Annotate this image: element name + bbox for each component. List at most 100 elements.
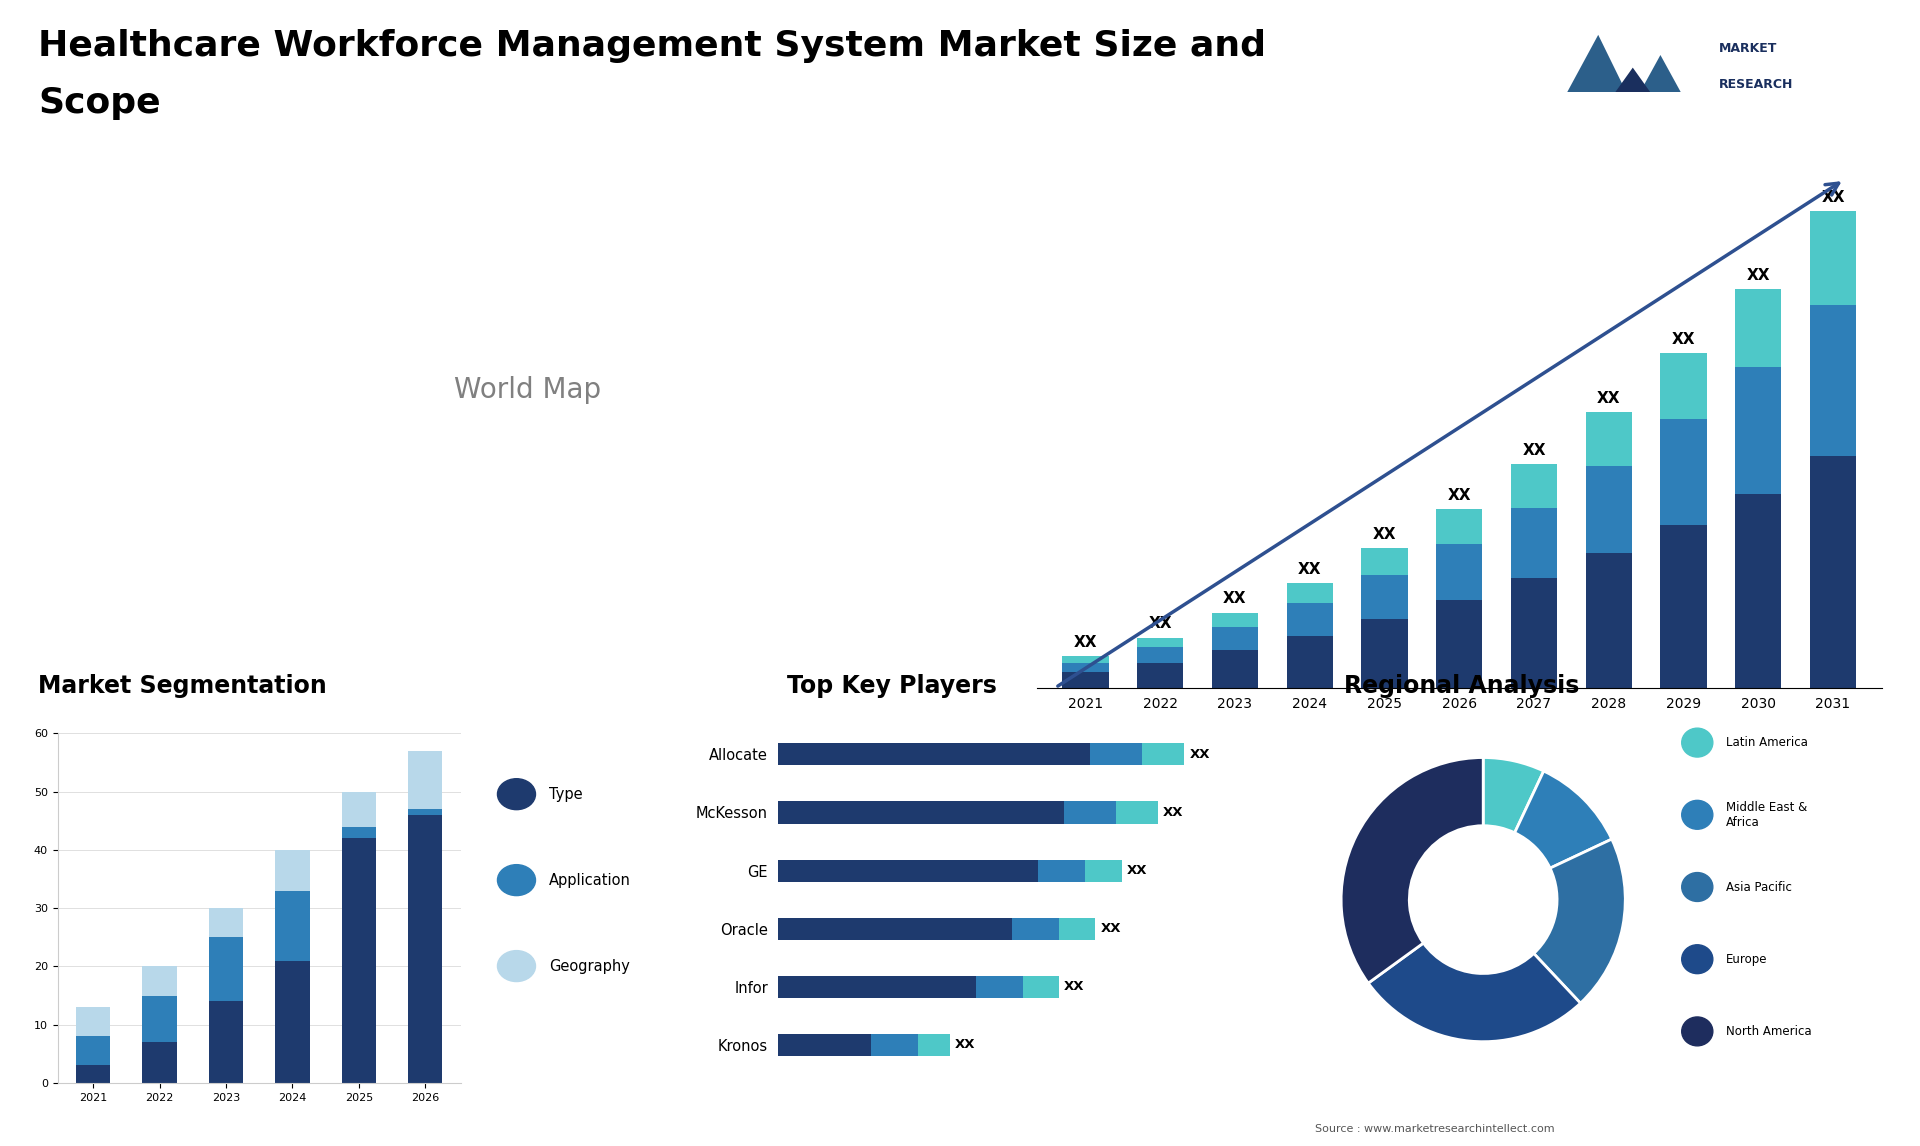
Bar (209, 937, 244, 1002)
Text: XX: XX (1523, 442, 1546, 458)
Text: RESEARCH: RESEARCH (1718, 78, 1793, 91)
Bar (1586, 465, 1632, 554)
Bar (778, 744, 1091, 766)
Bar (1511, 508, 1557, 579)
Bar (1286, 583, 1332, 603)
Text: XX: XX (1164, 806, 1185, 819)
Bar (1085, 860, 1121, 881)
Wedge shape (1534, 839, 1624, 1003)
Wedge shape (1482, 758, 1544, 833)
Bar (142, 966, 177, 996)
Bar (1286, 636, 1332, 688)
Circle shape (1682, 800, 1713, 830)
Text: XX: XX (1127, 864, 1148, 877)
Bar (1511, 579, 1557, 688)
Bar (778, 860, 1039, 881)
Bar (1661, 353, 1707, 418)
Text: Middle East &
Africa: Middle East & Africa (1726, 801, 1807, 829)
Bar (342, 792, 376, 826)
Bar (77, 1066, 111, 1083)
Bar (1661, 525, 1707, 688)
Bar (1062, 657, 1108, 662)
Text: XX: XX (1373, 527, 1396, 542)
Text: XX: XX (954, 1038, 975, 1051)
Text: North America: North America (1726, 1025, 1812, 1038)
Bar (778, 801, 1064, 824)
Polygon shape (1588, 68, 1678, 131)
Bar (1212, 613, 1258, 627)
Bar (975, 975, 1023, 998)
Text: XX: XX (1100, 923, 1121, 935)
Circle shape (1682, 944, 1713, 974)
Bar (1039, 860, 1085, 881)
Bar (1811, 456, 1857, 688)
Bar (275, 890, 309, 960)
Circle shape (497, 779, 536, 809)
Bar (1064, 801, 1116, 824)
Text: Asia Pacific: Asia Pacific (1726, 880, 1791, 894)
Text: XX: XX (1298, 562, 1321, 576)
Text: XX: XX (1822, 189, 1845, 205)
Text: Type: Type (549, 786, 584, 802)
Text: Europe: Europe (1726, 952, 1768, 966)
Bar (1361, 575, 1407, 619)
Text: Healthcare Workforce Management System Market Size and: Healthcare Workforce Management System M… (38, 29, 1267, 63)
Text: Geography: Geography (549, 958, 630, 974)
Bar (1436, 601, 1482, 688)
Bar (1586, 554, 1632, 688)
Bar (342, 826, 376, 839)
Text: XX: XX (1597, 391, 1620, 406)
Bar (872, 1034, 918, 1055)
Text: XX: XX (1747, 268, 1770, 283)
Bar (1062, 662, 1108, 672)
Bar (342, 839, 376, 1083)
Text: XX: XX (1064, 980, 1085, 994)
Bar (1436, 544, 1482, 601)
Bar (275, 960, 309, 1083)
Bar (1137, 637, 1183, 647)
Text: XX: XX (1148, 617, 1171, 631)
Text: Application: Application (549, 872, 632, 888)
Bar (1091, 744, 1142, 766)
Bar (1212, 650, 1258, 688)
Text: Scope: Scope (38, 86, 161, 120)
Bar (778, 975, 975, 998)
Bar (1060, 918, 1096, 940)
Bar (407, 815, 442, 1083)
Bar (142, 996, 177, 1042)
Bar (1023, 975, 1060, 998)
Text: Regional Analysis: Regional Analysis (1344, 674, 1580, 698)
Polygon shape (1546, 34, 1701, 131)
Circle shape (1682, 728, 1713, 758)
Text: XX: XX (1223, 591, 1246, 606)
Text: Source : www.marketresearchintellect.com: Source : www.marketresearchintellect.com (1315, 1124, 1555, 1135)
Text: Top Key Players: Top Key Players (787, 674, 996, 698)
Bar (275, 850, 309, 890)
Bar (1137, 662, 1183, 688)
Bar (209, 1002, 244, 1083)
Text: XX: XX (1073, 635, 1096, 650)
Text: INTELLECT: INTELLECT (1718, 113, 1793, 126)
Text: XX: XX (1188, 748, 1210, 761)
Text: XX: XX (1672, 332, 1695, 347)
Bar (1736, 289, 1782, 367)
Wedge shape (1342, 758, 1484, 983)
Text: Market Segmentation: Market Segmentation (38, 674, 326, 698)
Wedge shape (1369, 943, 1580, 1042)
Bar (1361, 619, 1407, 688)
Bar (77, 1036, 111, 1066)
Text: Latin America: Latin America (1726, 736, 1809, 749)
Bar (1137, 647, 1183, 662)
Bar (1286, 603, 1332, 636)
Bar (407, 751, 442, 809)
Bar (1661, 418, 1707, 525)
Bar (77, 1007, 111, 1036)
Bar (1212, 627, 1258, 650)
Bar (1142, 744, 1185, 766)
Bar (209, 908, 244, 937)
Bar (1811, 211, 1857, 305)
Bar (1116, 801, 1158, 824)
Bar (1361, 549, 1407, 575)
Bar (1062, 672, 1108, 688)
Bar (1436, 510, 1482, 544)
